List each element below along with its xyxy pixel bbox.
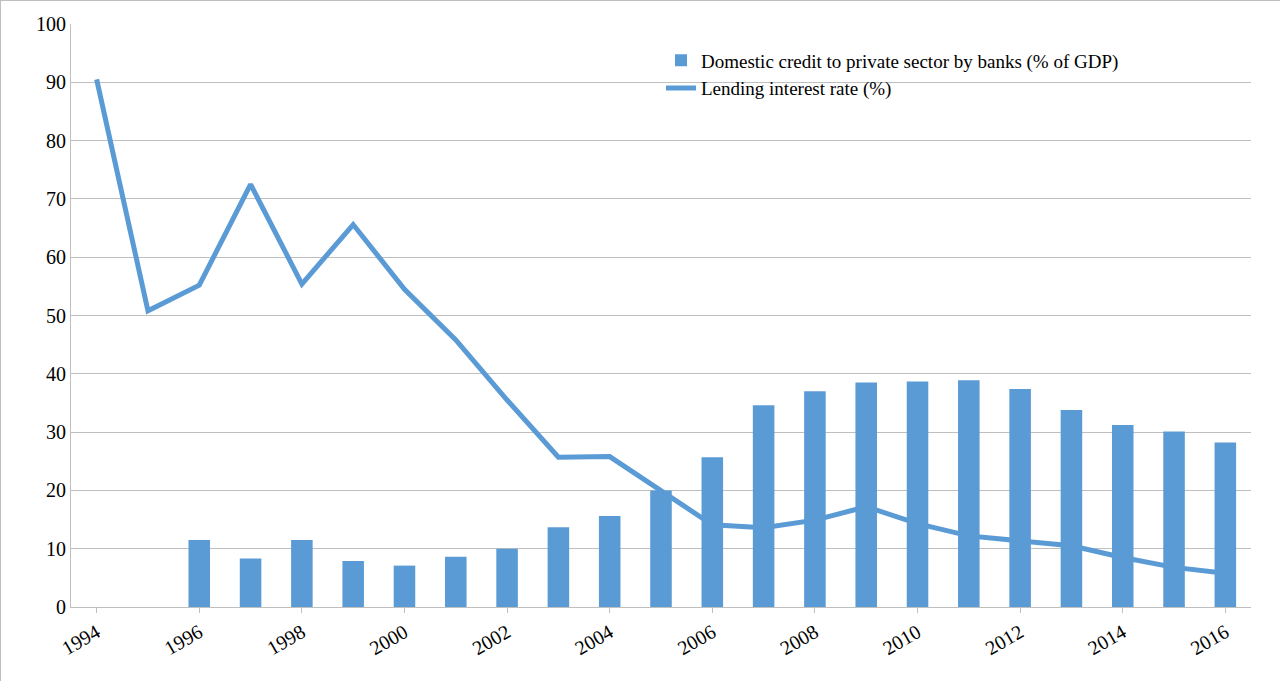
- svg-text:1998: 1998: [263, 620, 309, 659]
- svg-text:2010: 2010: [879, 620, 925, 659]
- svg-text:30: 30: [46, 421, 66, 443]
- svg-text:10: 10: [46, 538, 66, 560]
- svg-text:70: 70: [46, 188, 66, 210]
- svg-text:2014: 2014: [1084, 620, 1130, 659]
- svg-text:2002: 2002: [468, 620, 514, 659]
- svg-text:90: 90: [46, 71, 66, 93]
- svg-text:20: 20: [46, 479, 66, 501]
- svg-text:2006: 2006: [674, 620, 720, 659]
- svg-text:1994: 1994: [58, 620, 104, 659]
- svg-text:2008: 2008: [776, 620, 822, 659]
- svg-text:2012: 2012: [981, 620, 1027, 659]
- svg-text:2000: 2000: [366, 620, 412, 659]
- svg-text:80: 80: [46, 130, 66, 152]
- svg-text:40: 40: [46, 363, 66, 385]
- svg-text:100: 100: [36, 13, 66, 35]
- svg-text:Lending interest rate (%): Lending interest rate (%): [701, 78, 891, 100]
- svg-text:0: 0: [56, 596, 66, 618]
- svg-text:50: 50: [46, 305, 66, 327]
- svg-text:60: 60: [46, 246, 66, 268]
- svg-text:2016: 2016: [1187, 620, 1233, 659]
- svg-text:1996: 1996: [161, 620, 207, 659]
- svg-text:Domestic credit to private sec: Domestic credit to private sector by ban…: [701, 51, 1118, 73]
- svg-text:2004: 2004: [571, 620, 617, 659]
